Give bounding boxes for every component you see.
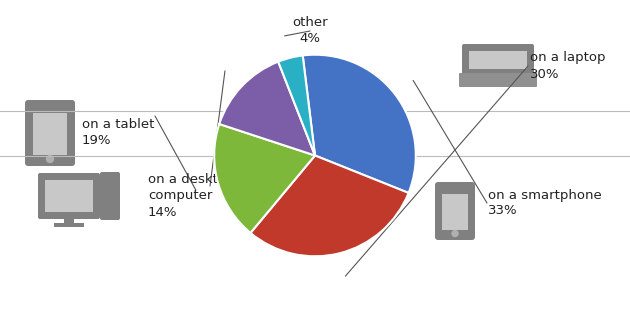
Text: on a tablet
19%: on a tablet 19% [82, 118, 154, 147]
Text: on a smartphone
33%: on a smartphone 33% [488, 188, 602, 217]
Circle shape [47, 156, 54, 163]
FancyBboxPatch shape [462, 44, 534, 76]
FancyBboxPatch shape [435, 182, 475, 240]
Wedge shape [219, 62, 315, 156]
Wedge shape [214, 124, 315, 233]
FancyBboxPatch shape [33, 113, 67, 155]
Text: on a laptop
30%: on a laptop 30% [530, 52, 605, 81]
FancyBboxPatch shape [469, 51, 527, 69]
FancyBboxPatch shape [459, 73, 537, 87]
Text: on a desktop
computer
14%: on a desktop computer 14% [148, 174, 234, 219]
Wedge shape [251, 156, 409, 256]
FancyBboxPatch shape [100, 172, 120, 220]
FancyBboxPatch shape [38, 173, 100, 219]
FancyBboxPatch shape [442, 194, 468, 230]
FancyBboxPatch shape [45, 180, 93, 212]
FancyBboxPatch shape [64, 217, 74, 224]
FancyBboxPatch shape [54, 223, 84, 227]
Text: other
4%: other 4% [292, 16, 328, 45]
Circle shape [452, 230, 458, 236]
FancyBboxPatch shape [25, 100, 75, 166]
Wedge shape [303, 55, 416, 193]
Wedge shape [278, 55, 315, 156]
